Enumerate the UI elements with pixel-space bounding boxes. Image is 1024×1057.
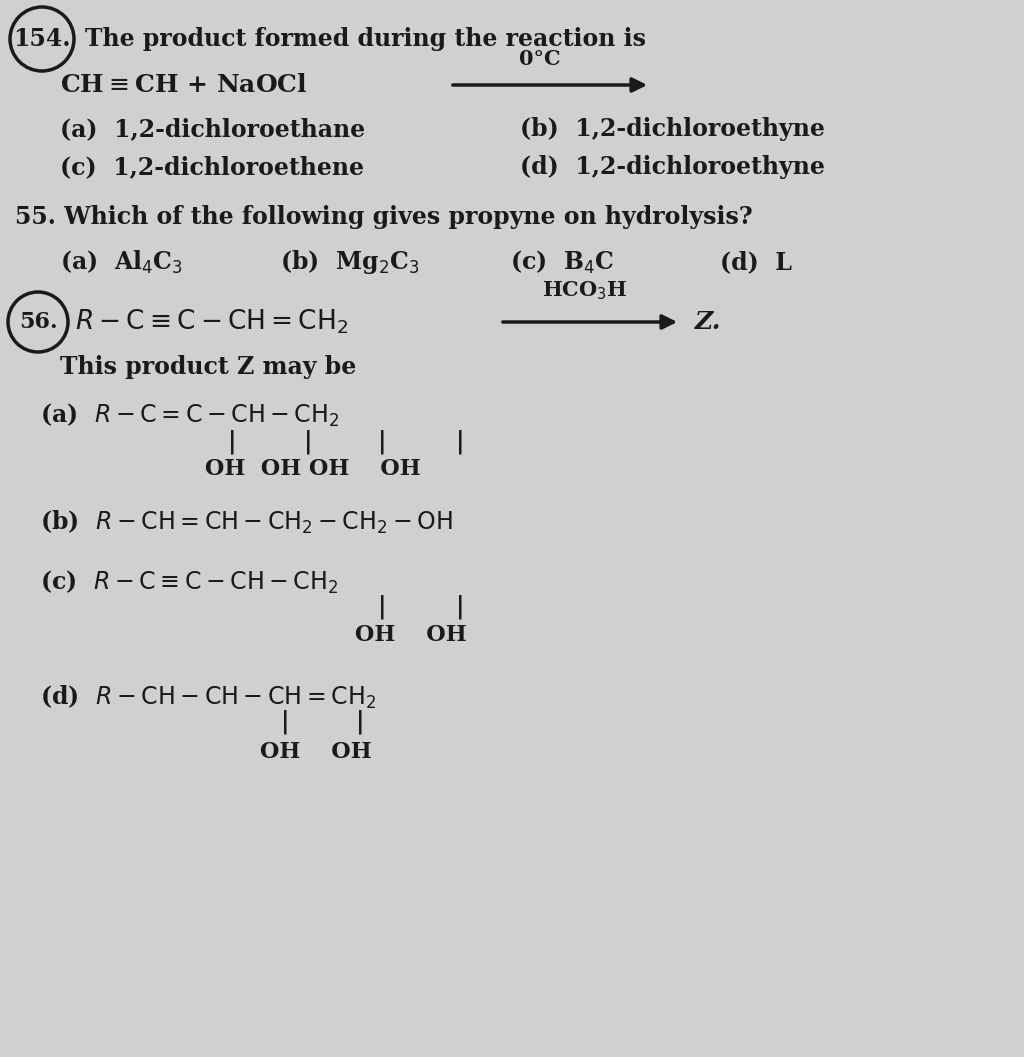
Text: This product Z may be: This product Z may be: [60, 355, 356, 379]
Text: The product formed during the reaction is: The product formed during the reaction i…: [85, 27, 646, 51]
Text: (c)  B$_4$C: (c) B$_4$C: [510, 248, 614, 276]
Text: (d)  1,2-dichloroethyne: (d) 1,2-dichloroethyne: [520, 155, 825, 179]
Text: OH    OH: OH OH: [260, 741, 372, 763]
Text: OH    OH: OH OH: [355, 624, 467, 646]
Text: |: |: [227, 430, 237, 455]
Text: |: |: [355, 709, 365, 735]
Text: |: |: [456, 430, 464, 455]
Text: (d)  $R-\mathrm{CH}-\mathrm{CH}-\mathrm{CH}=\mathrm{CH}_2$: (d) $R-\mathrm{CH}-\mathrm{CH}-\mathrm{C…: [40, 684, 376, 710]
Text: |: |: [378, 595, 386, 619]
Text: CH$\equiv$CH + NaOCl: CH$\equiv$CH + NaOCl: [60, 73, 307, 97]
Text: (b)  $R-\mathrm{CH}=\mathrm{CH}-\mathrm{CH}_2-\mathrm{CH}_2-\mathrm{OH}$: (b) $R-\mathrm{CH}=\mathrm{CH}-\mathrm{C…: [40, 508, 453, 536]
Text: (b)  1,2-dichloroethyne: (b) 1,2-dichloroethyne: [520, 117, 825, 141]
Text: (a)  1,2-dichloroethane: (a) 1,2-dichloroethane: [60, 117, 366, 141]
Text: HCO$_3$H: HCO$_3$H: [543, 279, 628, 302]
Text: 0°C: 0°C: [519, 49, 561, 69]
Text: $R-\mathrm{C}\equiv\mathrm{C}-\mathrm{CH}=\mathrm{CH}_2$: $R-\mathrm{C}\equiv\mathrm{C}-\mathrm{CH…: [75, 308, 348, 336]
Text: (d)  L: (d) L: [720, 251, 792, 274]
Text: (c)  1,2-dichloroethene: (c) 1,2-dichloroethene: [60, 155, 364, 179]
Text: 56.: 56.: [18, 311, 57, 333]
Text: (a)  Al$_4$C$_3$: (a) Al$_4$C$_3$: [60, 248, 183, 276]
Text: |: |: [456, 595, 464, 619]
Text: (b)  Mg$_2$C$_3$: (b) Mg$_2$C$_3$: [280, 248, 420, 276]
Text: |: |: [304, 430, 312, 455]
Text: 154.: 154.: [13, 27, 71, 51]
Text: 55. Which of the following gives propyne on hydrolysis?: 55. Which of the following gives propyne…: [15, 205, 753, 229]
Text: Z.: Z.: [695, 310, 722, 334]
Text: OH  OH OH    OH: OH OH OH OH: [205, 458, 421, 480]
Text: (c)  $R-\mathrm{C}\equiv\mathrm{C}-\mathrm{CH}-\mathrm{CH}_2$: (c) $R-\mathrm{C}\equiv\mathrm{C}-\mathr…: [40, 569, 338, 595]
Text: |: |: [378, 430, 386, 455]
Text: |: |: [281, 709, 290, 735]
Text: (a)  $R-\mathrm{C}=\mathrm{C}-\mathrm{CH}-\mathrm{CH}_2$: (a) $R-\mathrm{C}=\mathrm{C}-\mathrm{CH}…: [40, 402, 339, 428]
